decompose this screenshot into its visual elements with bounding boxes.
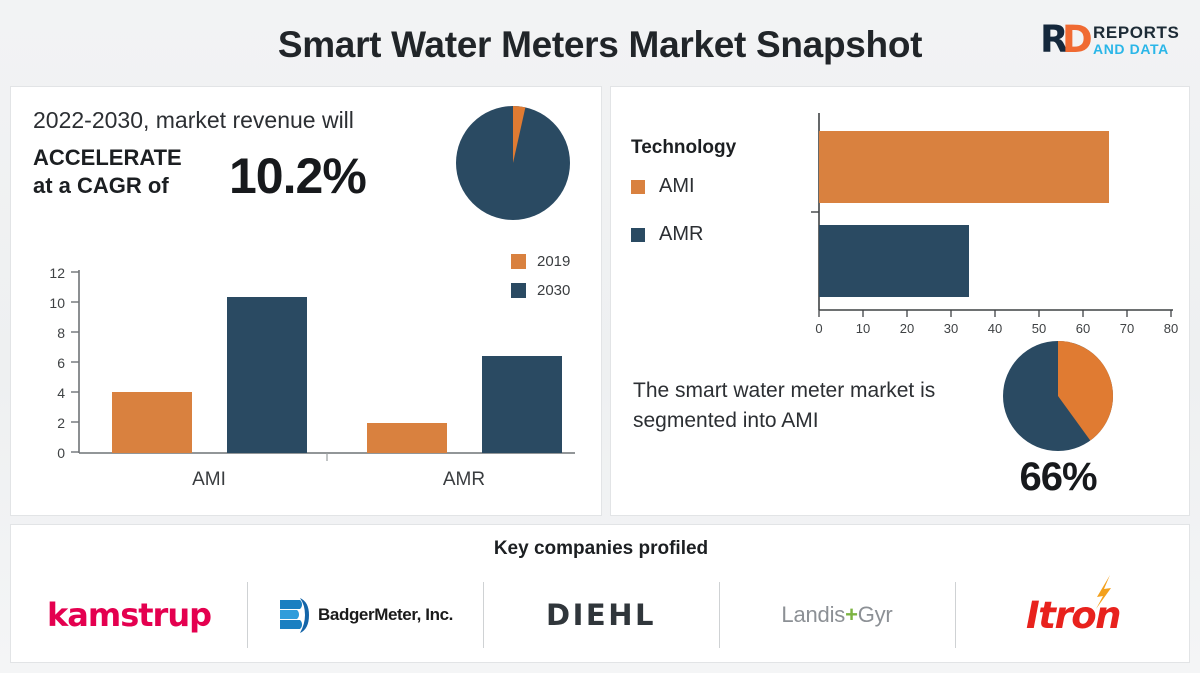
hbar-tick-40: 40 [988, 321, 1002, 336]
cagr-intro-text: 2022-2030, market revenue will [33, 107, 354, 133]
legend-label-2030: 2030 [537, 282, 571, 299]
x-tick-ami: AMI [192, 469, 226, 490]
y-tick-6: 6 [57, 355, 65, 371]
hbar-ami [819, 131, 1109, 203]
cagr-accelerate-line2: at a CAGR of [33, 173, 169, 198]
hbar-tick-60: 60 [1076, 321, 1090, 336]
logo-mark-icon: R D [1038, 18, 1093, 61]
landis-gyr-wordmark: Landis+Gyr [781, 602, 892, 628]
page-title: Smart Water Meters Market Snapshot [277, 24, 923, 65]
landis-part-a: Landis [781, 602, 846, 627]
hbar-tick-70: 70 [1120, 321, 1134, 336]
landis-plus-icon: + [845, 602, 858, 627]
cagr-accelerate-line1: ACCELERATE [33, 145, 182, 170]
kamstrup-wordmark: kamstrup [46, 596, 212, 634]
logo-letter-r: R [1040, 18, 1069, 61]
legend-swatch-ami [631, 179, 645, 194]
logo-line-and-data: AND DATA [1093, 40, 1169, 57]
legend-item-2019: 2019 [511, 253, 570, 270]
legend-swatch-amr [631, 227, 645, 242]
logo-wordmark: REPORTS AND DATA [1093, 22, 1180, 57]
cagr-accelerate-text: ACCELERATE at a CAGR of [33, 144, 182, 200]
legend-item-ami: AMI [631, 175, 703, 198]
hbar-tick-20: 20 [900, 321, 914, 336]
hbar-amr [819, 225, 969, 297]
cagr-value: 10.2% [229, 148, 367, 204]
legend-swatch-2030 [511, 283, 526, 298]
hbar-x-ticks: 0 10 20 30 40 50 60 70 80 [815, 310, 1178, 336]
header: Smart Water Meters Market Snapshot R D R… [0, 0, 1200, 84]
company-logo-badger-meter: BadgerMeter, Inc. [247, 580, 483, 650]
bar-ami-2030 [227, 297, 307, 453]
landis-part-b: Gyr [857, 602, 893, 627]
bar-chart-legend: 2019 2030 [511, 253, 570, 311]
legend-swatch-2019 [511, 254, 526, 269]
itron-wordmark: Itron [1026, 593, 1121, 637]
key-companies-title: Key companies profiled [493, 538, 709, 559]
logo-line-reports: REPORTS [1093, 22, 1180, 42]
diehl-wordmark: DIEHL [546, 598, 656, 632]
bar-amr-2030 [482, 356, 562, 453]
hbar-tick-80: 80 [1164, 321, 1178, 336]
badger-meter-icon [280, 598, 310, 633]
segmentation-pie-chart [1003, 341, 1113, 451]
right-panel-card: Technology AMI AMR [610, 86, 1190, 516]
x-tick-amr: AMR [443, 469, 485, 490]
pie-slice-cagr [513, 106, 526, 163]
hbar-tick-30: 30 [944, 321, 958, 336]
legend-item-2030: 2030 [511, 282, 570, 299]
legend-label-amr: AMR [659, 223, 704, 245]
company-logo-diehl: DIEHL [483, 580, 719, 650]
y-tick-4: 4 [57, 385, 65, 401]
y-tick-12: 12 [49, 265, 65, 281]
company-logo-strip: kamstrup BadgerMeter, Inc. DIEHL Land [11, 571, 1191, 659]
left-panel-card: 2022-2030, market revenue will ACCELERAT… [10, 86, 602, 516]
company-logo-kamstrup: kamstrup [11, 580, 247, 650]
technology-legend: AMI AMR [631, 175, 703, 271]
segmentation-percentage: 66% [1019, 455, 1097, 499]
pie-slice-ami [1058, 341, 1113, 441]
company-logo-itron: Itron [955, 574, 1191, 650]
y-tick-2: 2 [57, 415, 65, 431]
reports-and-data-logo: R D REPORTS AND DATA [1038, 14, 1188, 66]
revenue-bar-chart: 0 2 4 6 8 10 12 AMI AMR [49, 265, 575, 490]
bar-ami-2019 [112, 392, 192, 453]
y-tick-0: 0 [57, 445, 65, 461]
logo-letter-d: D [1062, 18, 1093, 61]
segmentation-text: The smart water meter market is segmente… [633, 379, 936, 432]
technology-heading: Technology [631, 137, 737, 158]
hbar-tick-50: 50 [1032, 321, 1046, 336]
key-companies-card: Key companies profiled kamstrup BadgerMe… [10, 524, 1190, 663]
y-tick-10: 10 [49, 295, 65, 311]
bar-amr-2019 [367, 423, 447, 453]
company-logo-landis-gyr: Landis+Gyr [719, 580, 955, 650]
legend-item-amr: AMR [631, 223, 703, 246]
itron-bolt-icon [1095, 574, 1111, 609]
y-tick-8: 8 [57, 325, 65, 341]
technology-share-bar-chart: 0 10 20 30 40 50 60 70 80 [811, 113, 1178, 336]
legend-label-2019: 2019 [537, 253, 571, 270]
cagr-pie-chart [456, 106, 570, 220]
legend-label-ami: AMI [659, 175, 695, 197]
hbar-tick-10: 10 [856, 321, 870, 336]
hbar-tick-0: 0 [815, 321, 822, 336]
badger-meter-wordmark: BadgerMeter, Inc. [318, 605, 453, 624]
